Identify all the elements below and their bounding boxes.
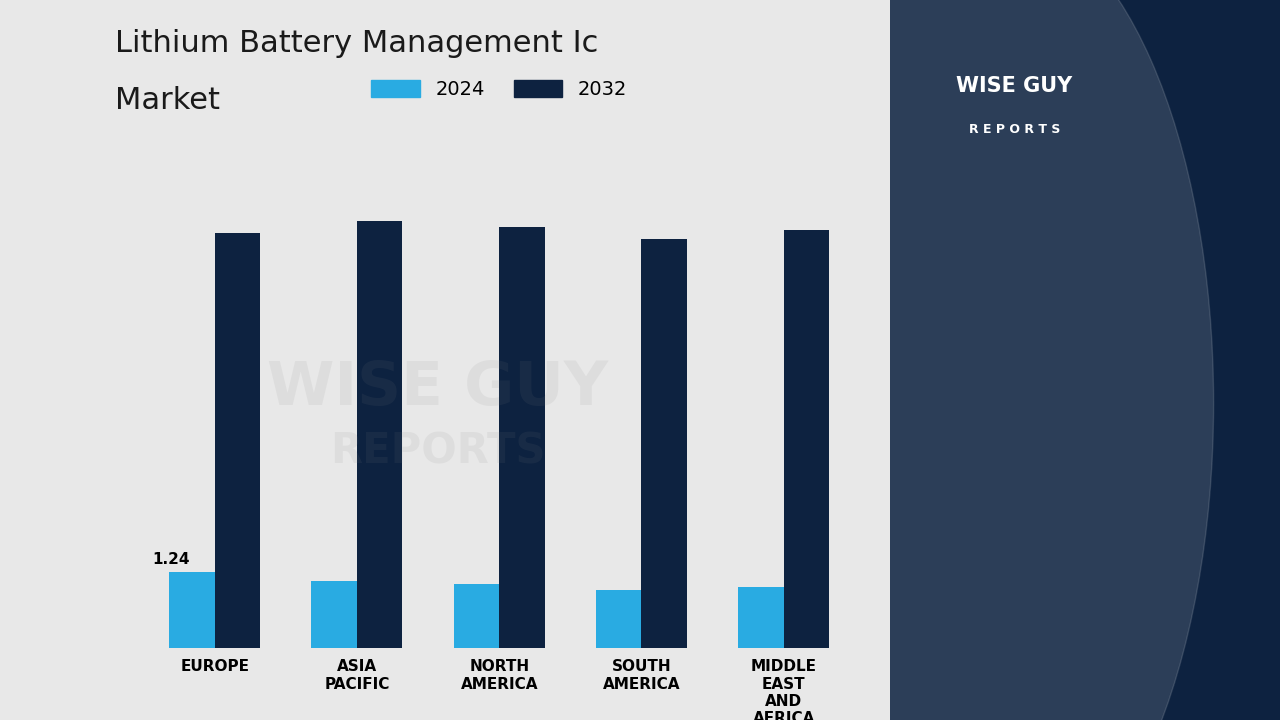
Bar: [739, 587, 783, 648]
Bar: [311, 581, 357, 648]
Bar: [215, 233, 260, 648]
Text: R E P O R T S: R E P O R T S: [969, 123, 1060, 136]
Ellipse shape: [785, 0, 1213, 720]
Bar: [641, 239, 687, 648]
Bar: [357, 221, 402, 648]
Text: WISE GUY: WISE GUY: [268, 359, 608, 418]
Bar: [169, 572, 215, 648]
Text: Lithium Battery Management Ic: Lithium Battery Management Ic: [115, 29, 599, 58]
Bar: [783, 230, 829, 648]
Text: 1.24: 1.24: [152, 552, 189, 567]
Text: REPORTS: REPORTS: [330, 430, 545, 472]
Text: Market: Market: [115, 86, 220, 115]
Text: WISE GUY: WISE GUY: [956, 76, 1073, 96]
Bar: [499, 228, 545, 648]
Legend: 2024, 2032: 2024, 2032: [364, 72, 635, 107]
Bar: [453, 584, 499, 648]
Bar: [596, 590, 641, 648]
